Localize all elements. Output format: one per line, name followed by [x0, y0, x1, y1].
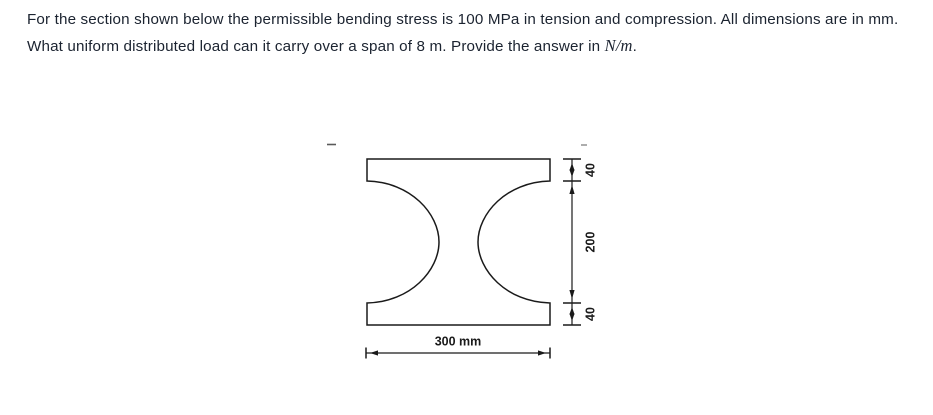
dim-label-bottom-40: 40	[583, 307, 597, 321]
dim-label-top-40: 40	[583, 163, 597, 177]
question-line-3-suffix: .	[632, 38, 637, 55]
beam-section-outline	[366, 158, 551, 326]
cross-section-figure: 40 200 40 300 mm	[310, 130, 610, 365]
arrowhead-200-down	[569, 290, 575, 299]
arrowhead-top40-down	[569, 169, 575, 177]
arrowhead-bottom40-down	[569, 313, 575, 321]
arrowhead-bottom40-up	[569, 307, 575, 315]
arrowhead-width-right	[538, 350, 546, 356]
question-line-2: compression. All dimensions are in mm. W…	[27, 11, 903, 55]
dim-label-middle-200: 200	[583, 232, 597, 253]
question-line-3-prefix: m. Provide the answer in	[429, 38, 605, 55]
arrowhead-width-left	[370, 350, 378, 356]
dim-label-width-300mm: 300 mm	[435, 334, 482, 348]
cross-section-svg: 40 200 40 300 mm	[327, 143, 597, 359]
arrowhead-200-up	[569, 185, 575, 194]
arrowhead-top40-up	[569, 163, 575, 171]
question-text: For the section shown below the permissi…	[27, 7, 907, 60]
question-line-1: For the section shown below the permissi…	[27, 11, 621, 28]
question-math-unit: N/m	[604, 36, 633, 55]
